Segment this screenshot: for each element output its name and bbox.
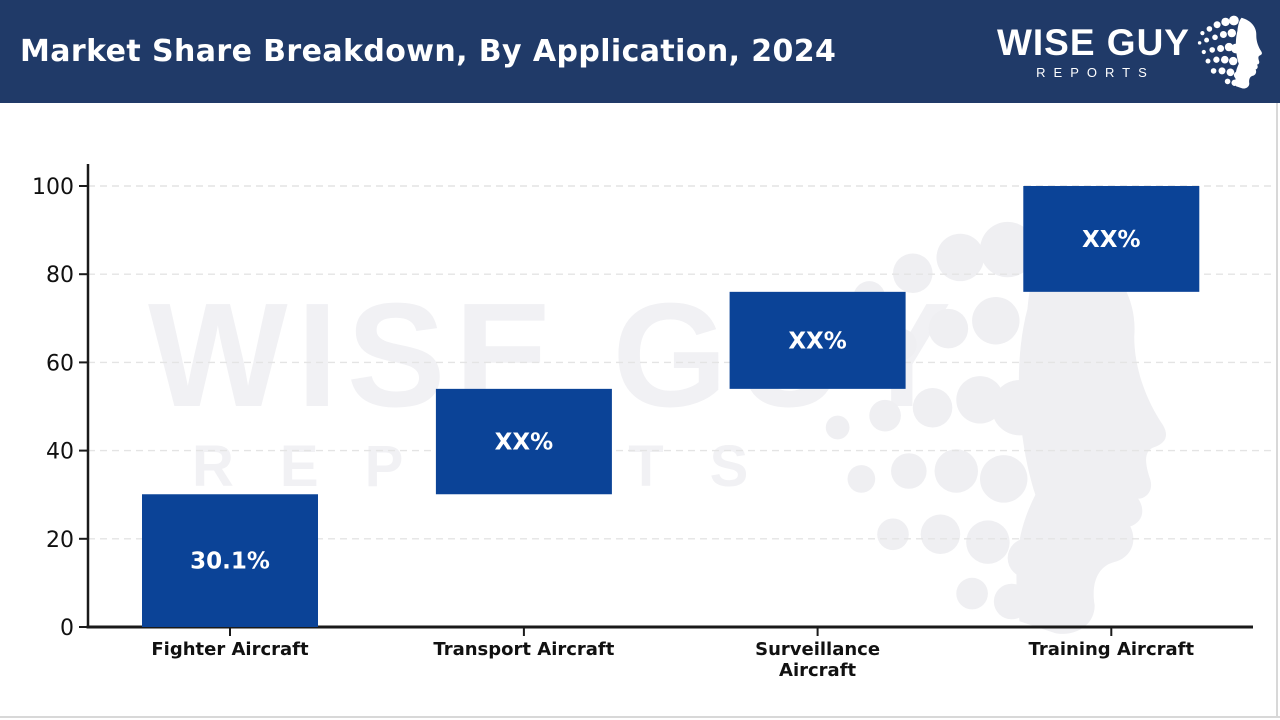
x-tick-label: Aircraft	[779, 660, 857, 681]
card-border-bottom	[0, 716, 1280, 718]
waterfall-chart: 0 20 40 60 80 100 30.1% Fighter Aircraft XX% Tran…	[32, 163, 1277, 681]
logo-face-icon	[1197, 15, 1262, 89]
y-tick-label: 40	[46, 440, 74, 465]
bar-segment-3	[1023, 186, 1200, 292]
logo-text: WISE GUY REPORTS	[997, 24, 1190, 80]
chart-title: Market Share Breakdown, By Application, …	[20, 34, 837, 69]
y-tick-label: 0	[60, 616, 74, 641]
logo-subtext: REPORTS	[1036, 64, 1155, 80]
wiseguy-logo: WISE GUY REPORTS	[997, 10, 1264, 94]
bar-value-label: XX%	[788, 328, 847, 354]
bar-segment-2	[729, 291, 906, 389]
bar-value-label: XX%	[495, 430, 554, 456]
watermark-face-icon	[804, 221, 1167, 634]
y-tick-label: 80	[46, 263, 74, 288]
x-tick-label: Surveillance	[755, 639, 880, 660]
bar-value-label: 30.1%	[190, 549, 270, 575]
x-tick-label: Training Aircraft	[1029, 639, 1195, 660]
card-border-right	[1276, 103, 1278, 717]
bar-segment-1	[435, 388, 612, 495]
x-tick-label: Transport Aircraft	[433, 639, 614, 660]
x-tick-label: Fighter Aircraft	[151, 639, 309, 660]
header-banner: Market Share Breakdown, By Application, …	[0, 0, 1280, 103]
y-tick-label: 20	[46, 528, 74, 553]
logo-wordmark: WISE GUY	[996, 21, 1190, 63]
bar-value-label: XX%	[1082, 227, 1141, 253]
bar-segment-0	[142, 494, 318, 627]
y-tick-label: 60	[46, 351, 74, 376]
y-tick-label: 100	[32, 175, 74, 200]
